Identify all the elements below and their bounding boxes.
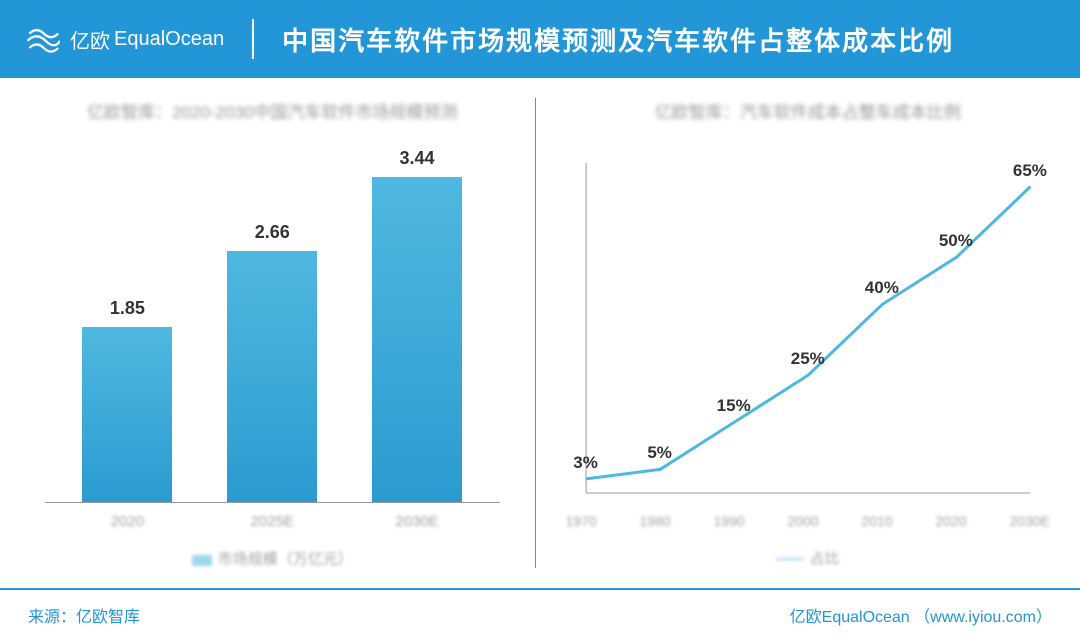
line-point-label: 15% [717, 396, 751, 416]
brand-cn: 亿欧 [70, 25, 110, 54]
bar-chart-panel: 亿欧智库：2020-2030中国汽车软件市场规模预测 1.852.663.44 … [30, 98, 536, 568]
bar-legend-swatch [192, 555, 212, 566]
bar-value-label: 2.66 [255, 222, 290, 243]
line-chart-subtitle: 亿欧智库：汽车软件成本占整车成本比例 [566, 98, 1051, 123]
footer-source: 来源：亿欧智库 [28, 603, 140, 627]
header-divider [252, 19, 254, 59]
line-x-axis: 1970 1980 1990 2000 2010 2020 2030E [566, 513, 1051, 529]
line-point-label: 65% [1013, 161, 1047, 181]
bar-legend-text: 市场规模（万亿元） [218, 551, 353, 568]
bar-group: 3.44 [362, 148, 472, 502]
bar [372, 177, 462, 502]
line-x-label: 2030E [1010, 513, 1050, 529]
footer-url[interactable]: www.iyiou.com [930, 609, 1036, 626]
main-title: 中国汽车软件市场规模预测及汽车软件占整体成本比例 [282, 21, 954, 58]
line-x-label: 1980 [640, 513, 671, 529]
line-legend: 占比 [566, 547, 1051, 568]
equalocean-icon [24, 21, 60, 57]
charts-area: 亿欧智库：2020-2030中国汽车软件市场规模预测 1.852.663.44 … [0, 78, 1080, 568]
bar-value-label: 1.85 [110, 298, 145, 319]
line-chart-panel: 亿欧智库：汽车软件成本占整车成本比例 3% 5% 15% 25% 40% 50% 65% 1… [536, 98, 1051, 568]
line-x-label: 2020 [936, 513, 967, 529]
line-point-label: 5% [647, 443, 672, 463]
bar-group: 1.85 [72, 298, 182, 502]
line-point-label: 25% [791, 349, 825, 369]
chart-container: 亿欧 EqualOcean 中国汽车软件市场规模预测及汽车软件占整体成本比例 亿… [0, 0, 1080, 640]
line-x-label: 1970 [566, 513, 597, 529]
line-point-label: 40% [865, 278, 899, 298]
footer: 来源：亿欧智库 亿欧EqualOcean （www.iyiou.com） [0, 588, 1080, 640]
line-x-label: 2000 [788, 513, 819, 529]
bar-chart-plot: 1.85 2.66 3.44 [45, 143, 500, 503]
brand-logo: 亿欧 EqualOcean [24, 21, 224, 57]
bar-group: 2.66 [217, 222, 327, 502]
bar-x-axis: 2020 2025E 2030E [55, 513, 490, 530]
bar-legend: 市场规模（万亿元） [30, 548, 515, 569]
bar [82, 327, 172, 502]
bar [227, 251, 317, 502]
line-point-label: 3% [573, 453, 598, 473]
line-legend-swatch [776, 558, 804, 560]
bar-chart-subtitle: 亿欧智库：2020-2030中国汽车软件市场规模预测 [30, 98, 515, 123]
line-x-label: 2010 [862, 513, 893, 529]
bar-x-label: 2020 [72, 513, 182, 530]
footer-brand: 亿欧EqualOcean （www.iyiou.com） [790, 603, 1052, 627]
brand-en: EqualOcean [114, 28, 224, 51]
line-chart-plot: 3%5%15%25%40%50%65% [576, 143, 1041, 503]
line-legend-text: 占比 [810, 550, 840, 567]
line-svg [576, 143, 1041, 503]
bar-x-label: 2030E [362, 513, 472, 530]
bar-x-label: 2025E [217, 513, 327, 530]
line-point-label: 50% [939, 231, 973, 251]
header-bar: 亿欧 EqualOcean 中国汽车软件市场规模预测及汽车软件占整体成本比例 [0, 0, 1080, 78]
line-x-label: 1990 [714, 513, 745, 529]
bar-value-label: 3.44 [400, 148, 435, 169]
